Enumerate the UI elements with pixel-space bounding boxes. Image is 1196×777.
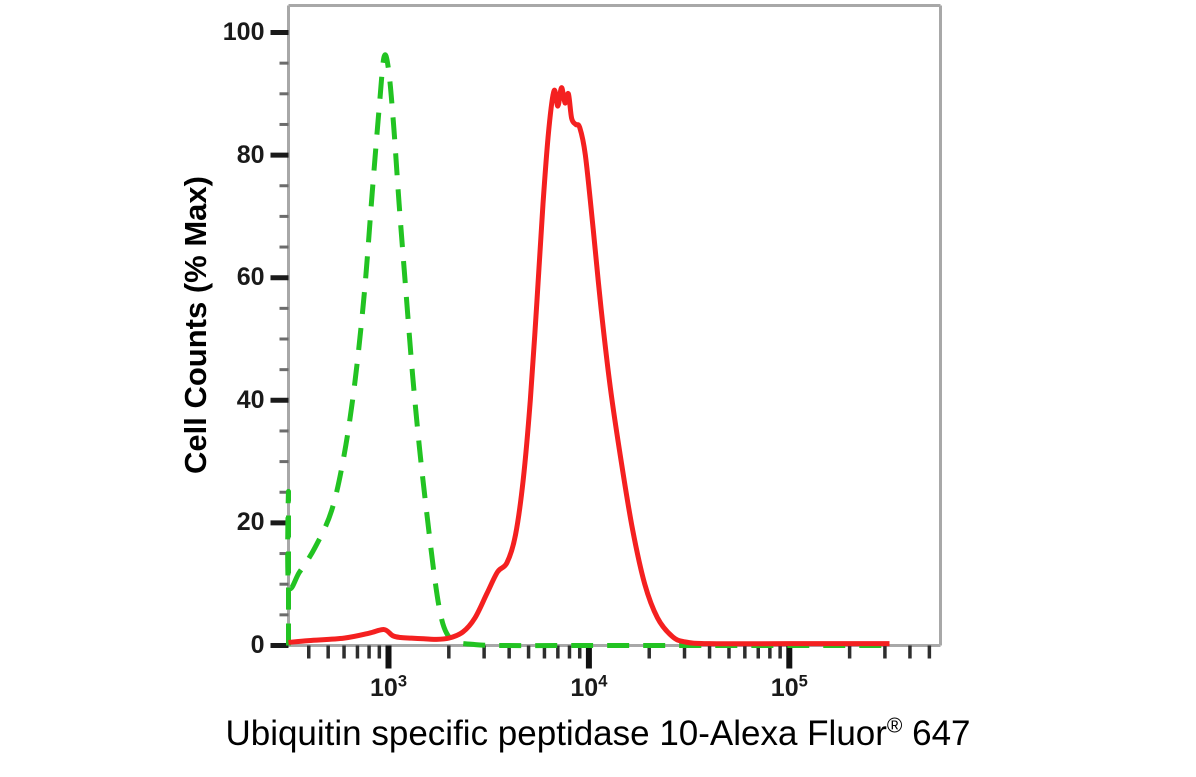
- series-line-negative-control: [285, 52, 890, 649]
- x-tick-label-1e3: 103: [370, 672, 407, 703]
- x-tick-label-1e3-exponent: 3: [397, 672, 407, 691]
- data-series-group: [285, 52, 890, 649]
- chart-title-tail: 647: [902, 714, 971, 753]
- x-tick-label-1e5: 105: [770, 672, 808, 703]
- registered-trademark-icon: ®: [886, 714, 903, 738]
- x-tick-label-1e5-mantissa: 10: [770, 673, 799, 702]
- chart-title: Ubiquitin specific peptidase 10-Alexa Fl…: [0, 714, 1196, 754]
- x-tick-label-1e4-mantissa: 10: [570, 673, 599, 702]
- x-tick-label-1e4-exponent: 4: [598, 672, 608, 691]
- y-tick-label-100: 100: [222, 18, 265, 46]
- y-axis-label: Cell Counts (% Max): [178, 176, 213, 475]
- plot-frame: [287, 4, 942, 647]
- x-tick-label-1e5-exponent: 5: [798, 672, 808, 691]
- y-tick-label-60: 60: [236, 263, 265, 292]
- y-tick-label-40: 40: [236, 385, 265, 414]
- y-tick-label-0: 0: [250, 631, 265, 659]
- x-tick-label-1e4: 104: [570, 672, 608, 703]
- y-tick-label-80: 80: [236, 140, 265, 169]
- x-tick-label-1e3-mantissa: 10: [370, 673, 398, 702]
- chart-title-main: Ubiquitin specific peptidase 10-Alexa Fl…: [225, 714, 887, 753]
- axis-ticks: [270, 30, 932, 669]
- series-line-stained-sample: [288, 85, 890, 647]
- y-tick-label-20: 20: [236, 508, 265, 537]
